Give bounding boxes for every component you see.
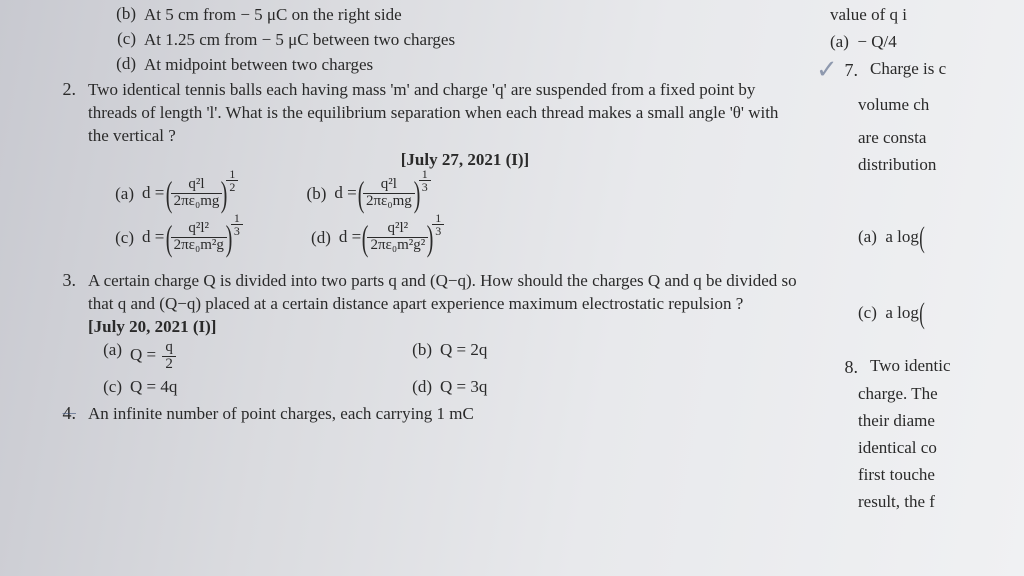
question-2: 2. Two identical tennis balls each havin… (30, 79, 800, 148)
text-fragment: value of q i (830, 4, 1024, 27)
question-7: 7. Charge is c (830, 58, 1024, 82)
question-text: An infinite number of point charges, eac… (88, 403, 800, 426)
text-fragment: distribution (830, 154, 1024, 177)
text-fragment: charge. The (830, 383, 1024, 406)
question-text: A certain charge Q is divided into two p… (88, 270, 800, 339)
option-text: At 1.25 cm from − 5 μC between two charg… (144, 29, 800, 52)
text-fragment: identical co (830, 437, 1024, 460)
text-fragment: their diame (830, 410, 1024, 433)
option-label: (c) (90, 29, 144, 49)
q2-option-b: (b) d = (q²l2πε₀mg)13 (280, 176, 432, 212)
option-text: At midpoint between two charges (144, 54, 800, 77)
q2-option-c: (c) d = (q²l²2πε₀m²g)13 (88, 220, 245, 256)
left-column: (b) At 5 cm from − 5 μC on the right sid… (30, 4, 800, 428)
question-text: Two identical tennis balls each having m… (88, 79, 800, 148)
q3-option-a: (a) Q = q2 (88, 340, 398, 373)
q2-answers: (a) d = (q²l2πε₀mg)12 (b) d = (q²l2πε₀mg… (88, 176, 800, 264)
question-3: 3. A certain charge Q is divided into tw… (30, 270, 800, 339)
text-fragment: are consta (830, 127, 1024, 150)
option-c-fragment: (c) a log ( (830, 299, 1024, 329)
text-fragment: result, the f (830, 491, 1024, 514)
option-label: (b) (90, 4, 144, 24)
option-a-fragment: (a) − Q/4 (830, 31, 1024, 54)
question-number: 3. (30, 270, 88, 291)
option-label: (d) (90, 54, 144, 74)
q3-option-d: (d) Q = 3q (398, 377, 708, 397)
text-fragment: volume ch (830, 94, 1024, 117)
q3-option-b: (b) Q = 2q (398, 340, 708, 373)
option-a-fragment: (a) a log ( (830, 223, 1024, 253)
text-fragment: first touche (830, 464, 1024, 487)
right-column: value of q i (a) − Q/4 7. Charge is c vo… (830, 4, 1024, 518)
question-8: 8. Two identic (830, 355, 1024, 379)
q3-option-c: (c) Q = 4q (88, 377, 398, 397)
question-number: 4. (30, 403, 88, 424)
option-text: At 5 cm from − 5 μC on the right side (144, 4, 800, 27)
q2-option-d: (d) d = (q²l²2πε₀m²g²)13 (285, 220, 446, 256)
q1-option-d: (d) At midpoint between two charges (30, 54, 800, 77)
q3-answers: (a) Q = q2 (b) Q = 2q (c) Q = 4q (d) Q =… (88, 340, 800, 397)
q1-option-b: (b) At 5 cm from − 5 μC on the right sid… (30, 4, 800, 27)
question-number: 2. (30, 79, 88, 100)
q1-option-c: (c) At 1.25 cm from − 5 μC between two c… (30, 29, 800, 52)
q2-option-a: (a) d = (q²l2πε₀mg)12 (88, 176, 240, 212)
question-4: 4. An infinite number of point charges, … (30, 403, 800, 426)
